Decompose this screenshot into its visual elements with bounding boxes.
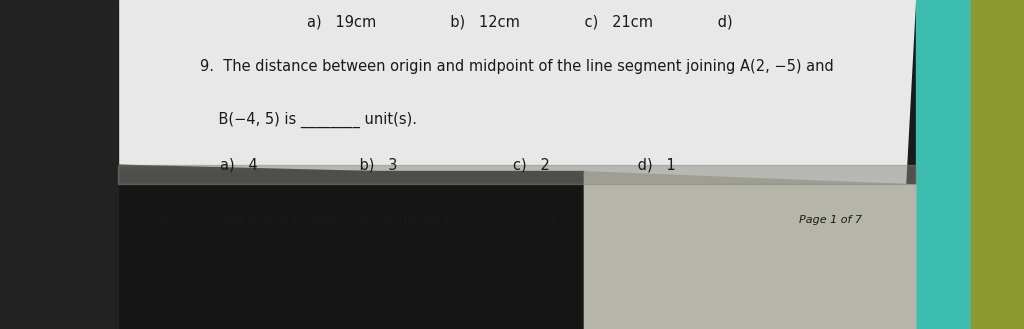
Text: 9.  The distance between origin and midpoint of the line segment joining A(2, −5: 9. The distance between origin and midpo…	[200, 59, 834, 74]
Bar	[0, 0, 118, 329]
Bar	[118, 164, 916, 184]
Text: a)   4                      b)   3                         c)   2               : a) 4 b) 3 c) 2	[220, 158, 676, 173]
Polygon shape	[584, 171, 916, 329]
Bar	[0, 171, 584, 329]
Bar	[971, 0, 1024, 329]
Text: a)   19cm                b)   12cm              c)   21cm              d): a) 19cm b) 12cm c) 21cm d)	[307, 15, 733, 30]
Text: 4/2022-2023/PRE BOARD EXAMINATION / MATHEMATICS/CL-X/03.01.2023: 4/2022-2023/PRE BOARD EXAMINATION / MATH…	[148, 215, 557, 225]
Polygon shape	[118, 0, 916, 184]
Text: B(−4, 5) is ________ unit(s).: B(−4, 5) is ________ unit(s).	[200, 112, 417, 128]
Text: Page 1 of 7: Page 1 of 7	[799, 215, 862, 225]
Bar	[916, 0, 973, 329]
